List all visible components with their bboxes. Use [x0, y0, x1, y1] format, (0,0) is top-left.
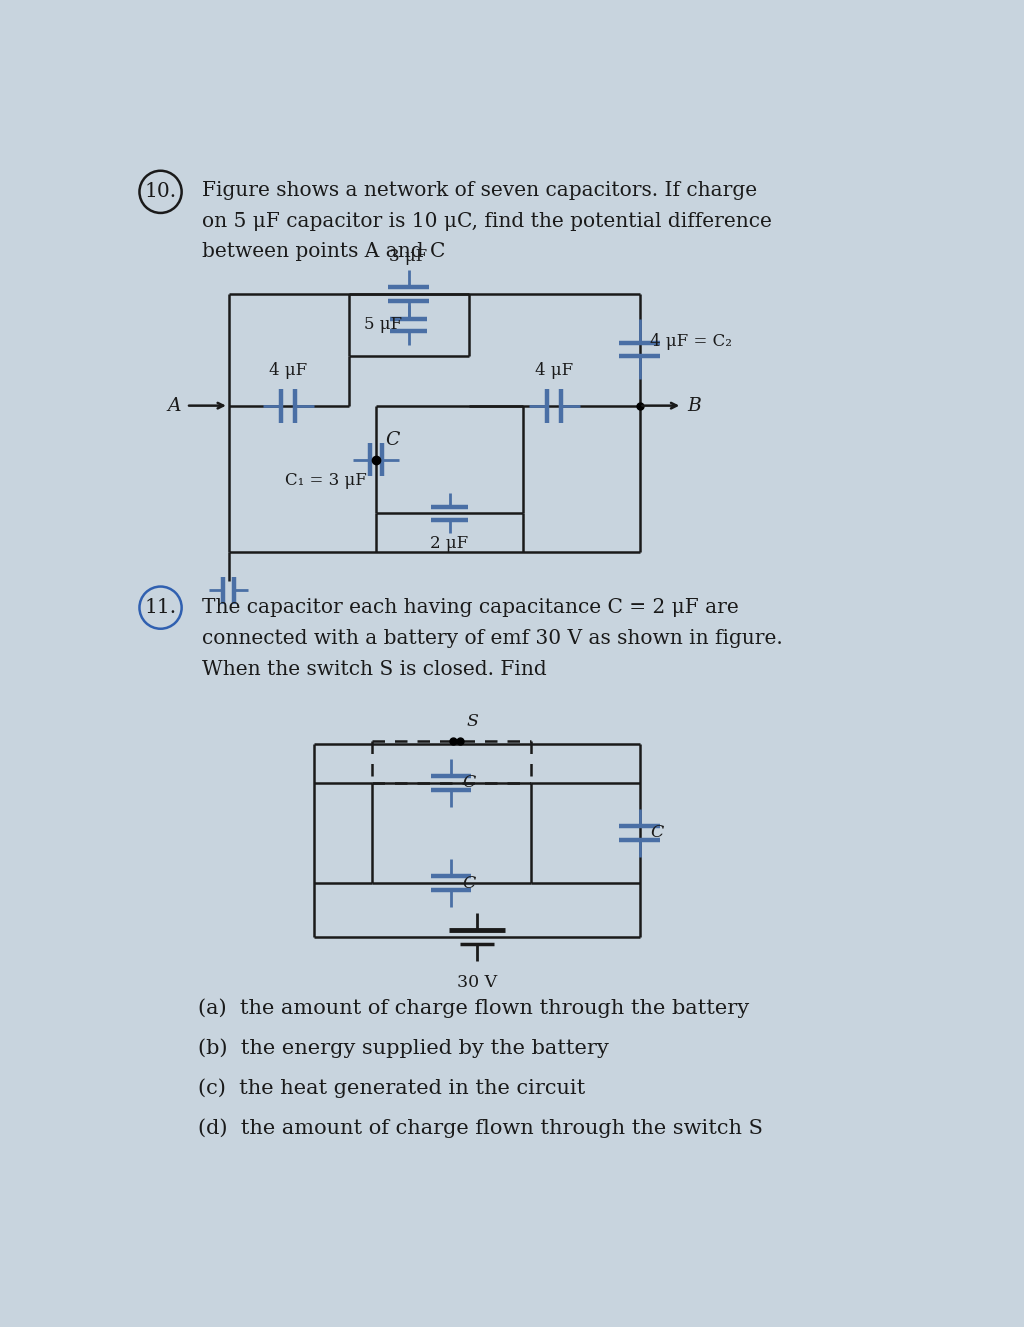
Text: (b)  the energy supplied by the battery: (b) the energy supplied by the battery: [198, 1039, 608, 1058]
Text: (a)  the amount of charge flown through the battery: (a) the amount of charge flown through t…: [198, 998, 749, 1018]
Text: A: A: [167, 397, 180, 414]
Text: on 5 μF capacitor is 10 μC, find the potential difference: on 5 μF capacitor is 10 μC, find the pot…: [202, 211, 771, 231]
Text: The capacitor each having capacitance C = 2 μF are: The capacitor each having capacitance C …: [202, 598, 738, 617]
Text: When the switch S is closed. Find: When the switch S is closed. Find: [202, 660, 547, 678]
Text: C: C: [462, 874, 475, 892]
Text: C: C: [385, 431, 399, 449]
Text: (c)  the heat generated in the circuit: (c) the heat generated in the circuit: [198, 1079, 585, 1099]
Text: 5 μF: 5 μF: [365, 316, 402, 333]
Text: B: B: [687, 397, 701, 414]
Text: 4 μF: 4 μF: [536, 362, 573, 380]
Text: between points A and C: between points A and C: [202, 243, 445, 261]
Text: Figure shows a network of seven capacitors. If charge: Figure shows a network of seven capacito…: [202, 180, 757, 200]
Text: 3 μF: 3 μF: [389, 248, 428, 264]
Text: (d)  the amount of charge flown through the switch S: (d) the amount of charge flown through t…: [198, 1119, 763, 1139]
Text: connected with a battery of emf 30 V as shown in figure.: connected with a battery of emf 30 V as …: [202, 629, 782, 648]
Text: 2 μF: 2 μF: [430, 535, 469, 552]
Text: 11.: 11.: [144, 598, 176, 617]
Text: 4 μF: 4 μF: [269, 362, 307, 380]
Text: C: C: [650, 824, 664, 841]
Text: 30 V: 30 V: [457, 974, 497, 991]
Text: C₁ = 3 μF: C₁ = 3 μF: [285, 472, 367, 488]
Text: S: S: [467, 713, 478, 730]
Text: 4 μF = C₂: 4 μF = C₂: [650, 333, 732, 350]
Text: 10.: 10.: [144, 182, 176, 202]
Text: C: C: [462, 775, 475, 791]
